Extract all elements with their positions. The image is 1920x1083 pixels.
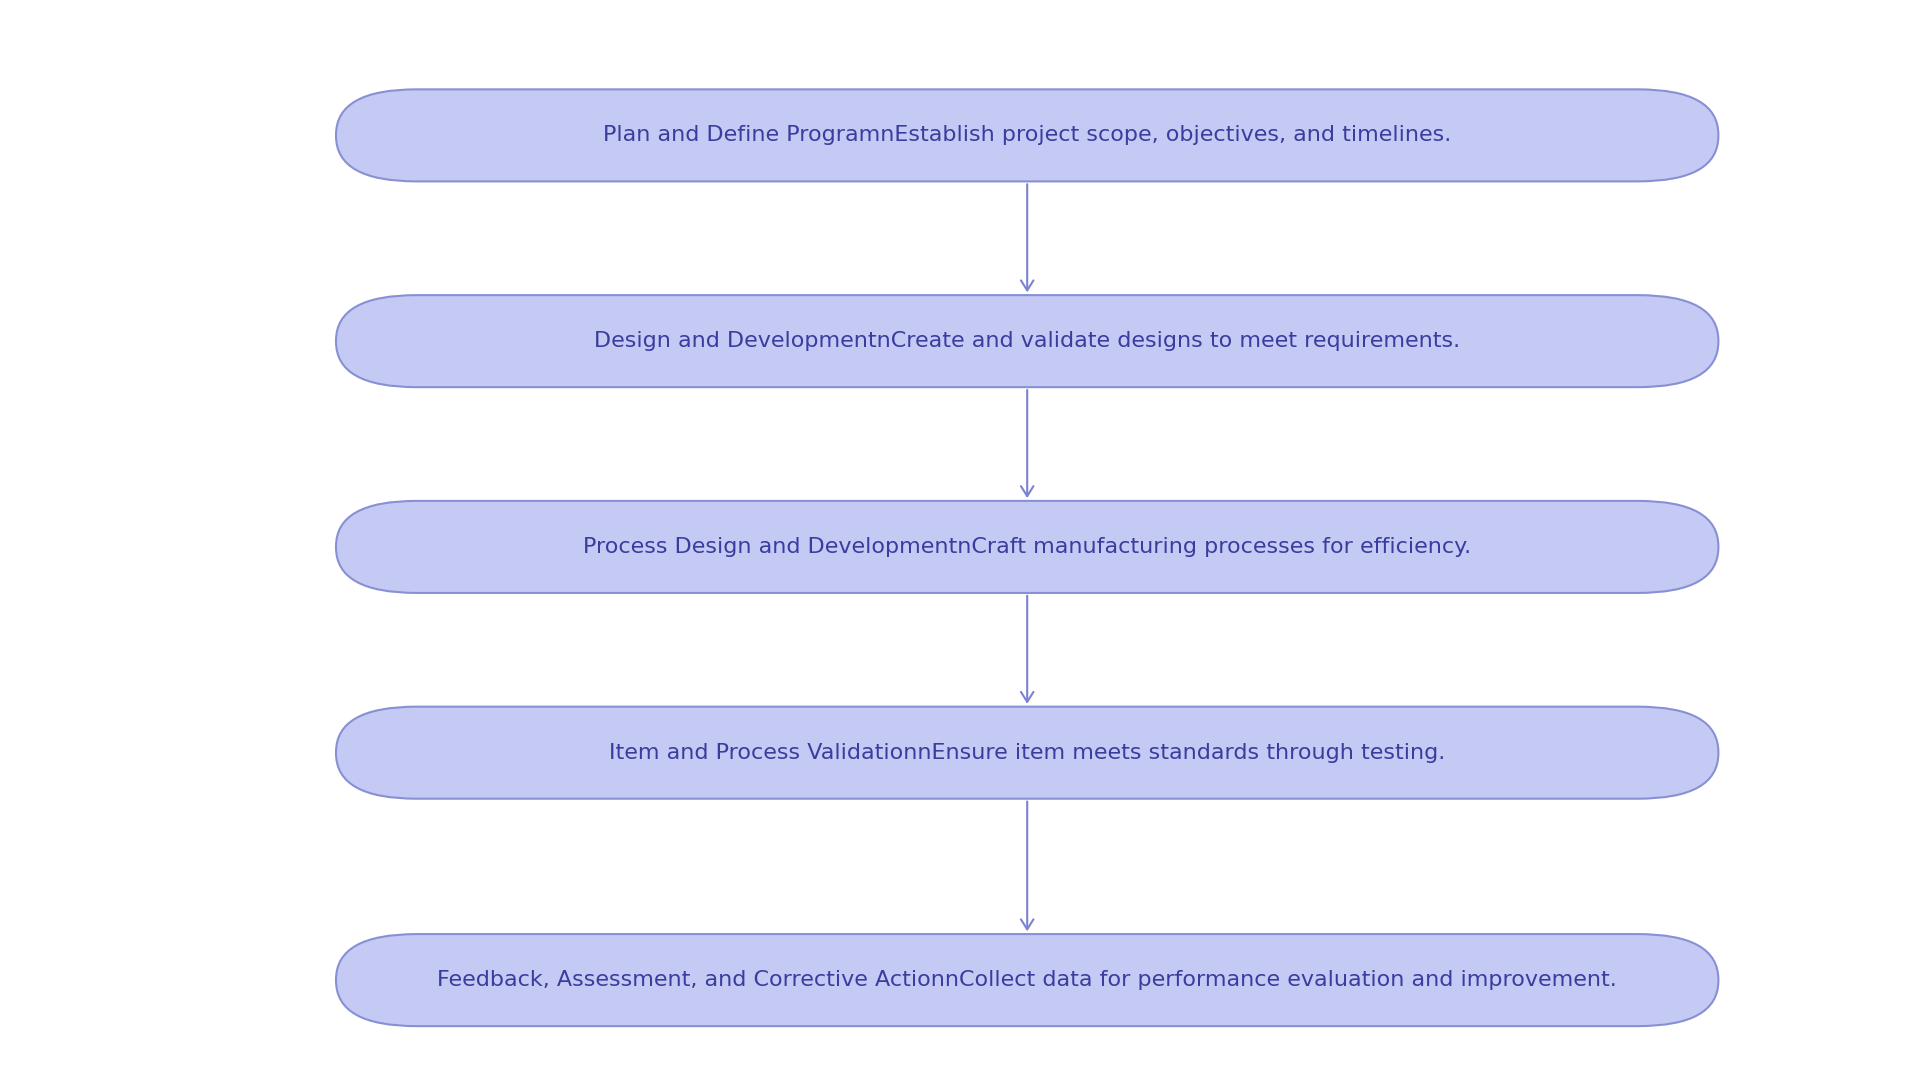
Text: Feedback, Assessment, and Corrective ActionnCollect data for performance evaluat: Feedback, Assessment, and Corrective Act… — [438, 970, 1617, 990]
FancyBboxPatch shape — [336, 706, 1718, 799]
FancyBboxPatch shape — [336, 90, 1718, 182]
Text: Plan and Define ProgramnEstablish project scope, objectives, and timelines.: Plan and Define ProgramnEstablish projec… — [603, 126, 1452, 145]
Text: Item and Process ValidationnEnsure item meets standards through testing.: Item and Process ValidationnEnsure item … — [609, 743, 1446, 762]
Text: Process Design and DevelopmentnCraft manufacturing processes for efficiency.: Process Design and DevelopmentnCraft man… — [584, 537, 1471, 557]
Text: Design and DevelopmentnCreate and validate designs to meet requirements.: Design and DevelopmentnCreate and valida… — [593, 331, 1461, 351]
FancyBboxPatch shape — [336, 295, 1718, 387]
FancyBboxPatch shape — [336, 500, 1718, 593]
FancyBboxPatch shape — [336, 934, 1718, 1027]
